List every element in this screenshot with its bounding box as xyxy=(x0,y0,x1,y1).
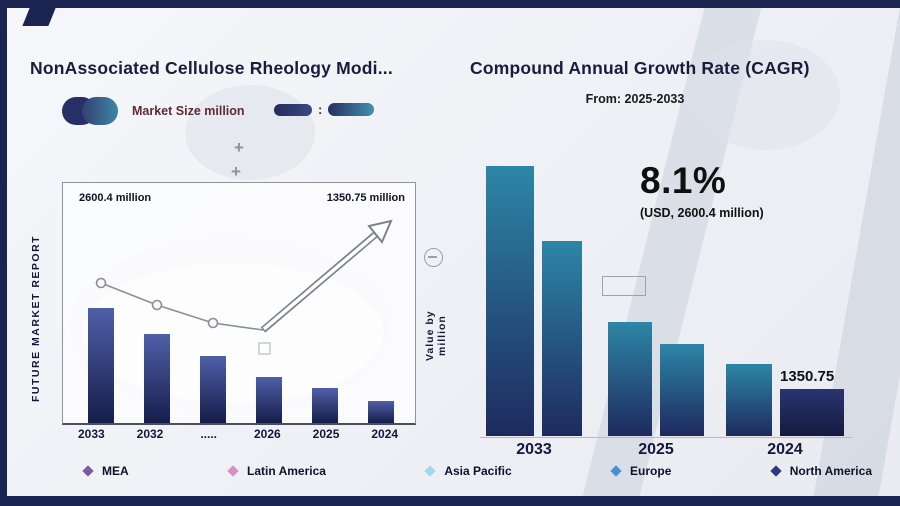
value-annotation-2033: 2600.4 million xyxy=(79,192,152,204)
legend-label: Latin America xyxy=(247,464,326,478)
legend-label: Asia Pacific xyxy=(444,464,512,478)
x-label-2033: 2033 xyxy=(516,441,552,458)
pill-shape xyxy=(328,103,375,116)
legend-bullet-icon xyxy=(227,465,239,477)
x-label-2025: 2025 xyxy=(312,427,340,441)
background-blob xyxy=(690,40,840,150)
future-market-report-label: FUTURE MARKET REPORT xyxy=(30,234,42,402)
cagr-bar-2033-primary xyxy=(486,166,534,436)
bar-value-callout: 1350.75 xyxy=(780,368,835,385)
legend-bullet-icon xyxy=(82,465,94,477)
x-axis-line xyxy=(480,437,852,438)
market-size-legend: Market Size million xyxy=(62,96,245,126)
bar-group-2033 xyxy=(486,166,582,436)
circle-minus-icon xyxy=(424,248,443,267)
market-bar-2025 xyxy=(312,388,338,423)
decorative-pills: : xyxy=(274,102,375,117)
chart-background-cloud xyxy=(83,263,383,403)
cagr-subtitle: From: 2025-2033 xyxy=(585,92,685,106)
region-legend: MEA Latin America Asia Pacific Europe North … xyxy=(82,464,872,478)
x-label-2032: 2032 xyxy=(136,427,164,441)
market-bar-2026 xyxy=(256,377,282,423)
market-bar-2032 xyxy=(144,334,170,423)
left-frame-bar xyxy=(0,0,7,506)
market-bar-2024 xyxy=(368,401,394,423)
cagr-usd-note: (USD, 2600.4 million) xyxy=(640,206,764,220)
background-blob xyxy=(185,85,315,180)
cagr-bar-2033-secondary xyxy=(542,241,582,436)
x-label-2033: 2033 xyxy=(77,427,105,441)
market-bar-2033 xyxy=(88,307,114,423)
market-size-chart: 2600.4 million 1350.75 million xyxy=(62,182,416,425)
plus-icon: + xyxy=(234,138,244,157)
x-label-2024: 2024 xyxy=(767,441,803,458)
x-label-2025: 2025 xyxy=(638,441,674,458)
cagr-bar-2025-primary xyxy=(608,322,652,436)
plus-icon: + xyxy=(231,162,241,181)
market-size-bars xyxy=(63,183,415,423)
legend-bullet-icon xyxy=(610,465,622,477)
x-label-2026: 2026 xyxy=(254,427,281,441)
left-chart-title: NonAssociated Cellulose Rheology Modi... xyxy=(30,58,393,78)
legend-item-mea: MEA xyxy=(82,464,129,478)
left-chart-x-axis: 2033 2032..... 2026 2025 2024 xyxy=(62,427,414,441)
pill-shape xyxy=(274,103,312,116)
cagr-bar-2024-secondary xyxy=(780,389,844,436)
legend-label: MEA xyxy=(102,464,129,478)
bottom-frame-bar xyxy=(0,496,900,506)
x-label-.....: ..... xyxy=(200,427,218,441)
legend-item-asia-pacific: Asia Pacific xyxy=(424,464,512,478)
legend-label: Europe xyxy=(630,464,672,478)
trend-arrow xyxy=(95,219,393,355)
legend-label: North America xyxy=(789,464,872,478)
legend-bullet-icon xyxy=(424,465,436,477)
cagr-percentage: 8.1% xyxy=(640,160,727,201)
cagr-bar-2025-secondary xyxy=(660,344,704,436)
cagr-chart: 2033 2025 2024 xyxy=(480,158,862,458)
right-chart-title: Compound Annual Growth Rate (CAGR) xyxy=(470,58,810,78)
market-bar-..... xyxy=(200,355,226,423)
bar-group-2024 xyxy=(726,364,844,436)
x-label-2024: 2024 xyxy=(371,427,399,441)
legend-item-latin-america: Latin America xyxy=(227,464,326,478)
legend-bullet-icon xyxy=(770,465,782,477)
rectangle-outline-deco xyxy=(602,276,646,296)
market-size-legend-label: Market Size million xyxy=(132,104,245,118)
legend-item-north-america: North America xyxy=(770,464,872,478)
value-axis-label: Value by million xyxy=(424,310,448,362)
cagr-bar-2024-primary xyxy=(726,364,772,436)
value-annotation-2024: 1350.75 million xyxy=(326,192,405,204)
top-frame-bar xyxy=(0,0,900,8)
colon-separator: : xyxy=(318,102,323,117)
legend-item-europe: Europe xyxy=(610,464,672,478)
market-size-legend-icon xyxy=(62,96,118,126)
corner-notch-shape xyxy=(22,8,56,26)
bar-group-2025 xyxy=(608,322,704,436)
